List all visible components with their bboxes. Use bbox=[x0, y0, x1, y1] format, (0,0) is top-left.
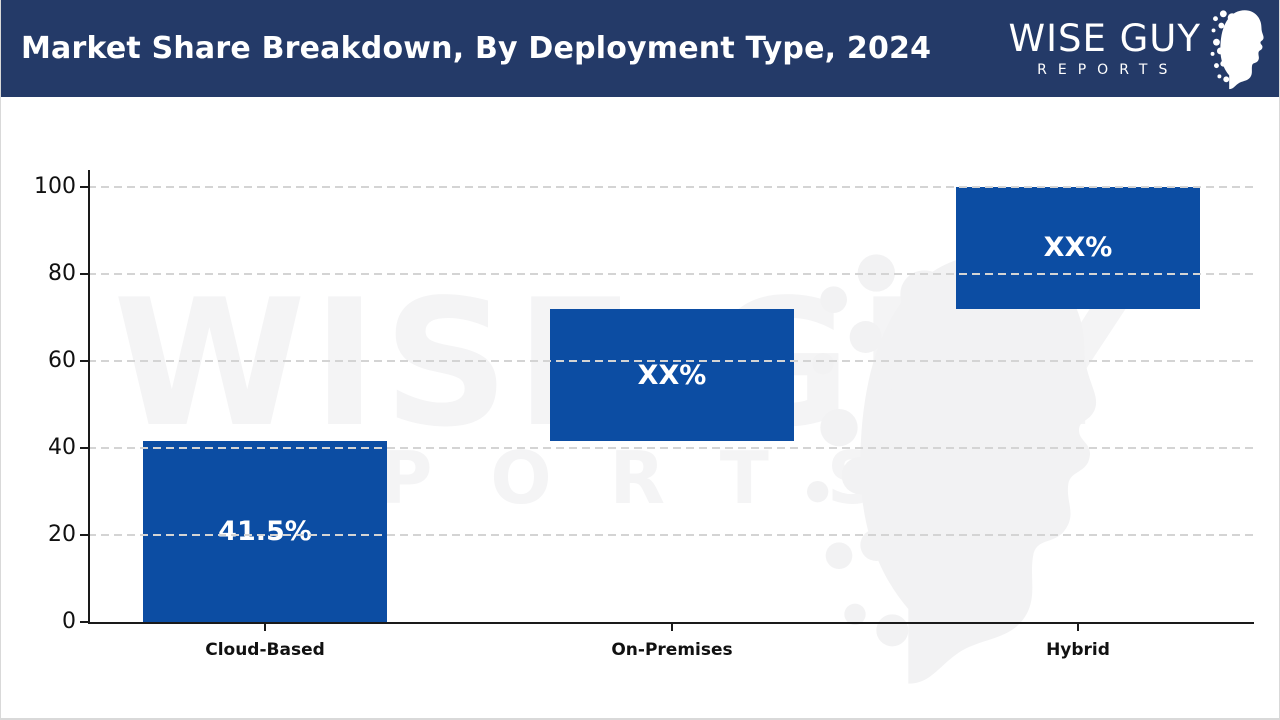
bar-segment-cloud-based: 41.5% bbox=[143, 441, 387, 622]
x-tick-mark bbox=[1077, 624, 1079, 631]
gridline-y20 bbox=[88, 534, 1254, 536]
bar-value-label: XX% bbox=[1043, 232, 1113, 264]
gridline-y60 bbox=[88, 360, 1254, 362]
x-tick-mark bbox=[671, 624, 673, 631]
y-tick-mark bbox=[80, 186, 88, 188]
chart-title: Market Share Breakdown, By Deployment Ty… bbox=[21, 31, 932, 66]
bar-segment-on-premises: XX% bbox=[550, 308, 794, 442]
gridline-y40 bbox=[88, 447, 1254, 449]
y-tick-label: 20 bbox=[48, 522, 76, 547]
logo-face-icon bbox=[1210, 9, 1264, 89]
x-tick-mark bbox=[264, 624, 266, 631]
y-tick-label: 60 bbox=[48, 348, 76, 373]
y-tick-mark bbox=[80, 534, 88, 536]
y-tick-mark bbox=[80, 447, 88, 449]
y-tick-mark bbox=[80, 273, 88, 275]
x-category-label: Hybrid bbox=[1046, 640, 1110, 660]
gridline-y100 bbox=[88, 186, 1254, 188]
x-category-label: On-Premises bbox=[611, 640, 733, 660]
y-tick-label: 0 bbox=[62, 609, 76, 634]
logo-text: WISE GUY REPORTS bbox=[1009, 20, 1201, 77]
y-axis-line bbox=[88, 170, 90, 624]
y-tick-mark bbox=[80, 621, 88, 623]
y-tick-label: 40 bbox=[48, 435, 76, 460]
x-category-label: Cloud-Based bbox=[205, 640, 325, 660]
x-axis-line bbox=[88, 622, 1254, 624]
y-tick-mark bbox=[80, 360, 88, 362]
y-tick-label: 100 bbox=[34, 174, 76, 199]
bar-value-label: 41.5% bbox=[218, 516, 312, 548]
header-band: Market Share Breakdown, By Deployment Ty… bbox=[1, 0, 1279, 97]
logo-wordmark: WISE GUY bbox=[1008, 17, 1201, 60]
gridline-y80 bbox=[88, 273, 1254, 275]
bar-value-label: XX% bbox=[637, 359, 707, 391]
y-tick-label: 80 bbox=[48, 261, 76, 286]
wise-guy-reports-logo: WISE GUY REPORTS bbox=[1009, 0, 1271, 97]
bar-segment-hybrid: XX% bbox=[956, 187, 1200, 309]
logo-subtitle: REPORTS bbox=[1037, 62, 1179, 78]
